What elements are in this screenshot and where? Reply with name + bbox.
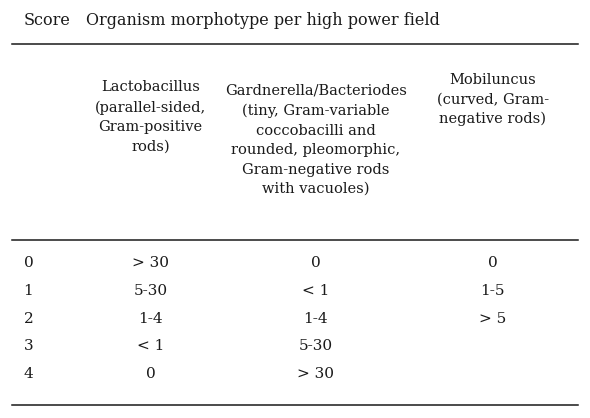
Text: 1-4: 1-4 bbox=[303, 311, 328, 326]
Text: < 1: < 1 bbox=[302, 284, 329, 298]
Text: 5-30: 5-30 bbox=[133, 284, 168, 298]
Text: 3: 3 bbox=[24, 339, 33, 353]
Text: Gardnerella/Bacteriodes
(tiny, Gram-variable
coccobacilli and
rounded, pleomorph: Gardnerella/Bacteriodes (tiny, Gram-vari… bbox=[225, 84, 407, 196]
Text: 0: 0 bbox=[146, 367, 155, 381]
Text: > 5: > 5 bbox=[479, 311, 506, 326]
Text: 0: 0 bbox=[488, 256, 497, 270]
Text: 1: 1 bbox=[24, 284, 34, 298]
Text: Lactobacillus
(parallel-sided,
Gram-positive
rods): Lactobacillus (parallel-sided, Gram-posi… bbox=[95, 81, 206, 153]
Text: > 30: > 30 bbox=[297, 367, 334, 381]
Text: 4: 4 bbox=[24, 367, 34, 381]
Text: Score: Score bbox=[24, 13, 70, 29]
Text: < 1: < 1 bbox=[137, 339, 164, 353]
Text: Organism morphotype per high power field: Organism morphotype per high power field bbox=[86, 13, 440, 29]
Text: 1-4: 1-4 bbox=[138, 311, 163, 326]
Text: 0: 0 bbox=[24, 256, 34, 270]
Text: 1-5: 1-5 bbox=[480, 284, 505, 298]
Text: > 30: > 30 bbox=[132, 256, 169, 270]
Text: 5-30: 5-30 bbox=[299, 339, 333, 353]
Text: 2: 2 bbox=[24, 311, 34, 326]
Text: 0: 0 bbox=[311, 256, 320, 270]
Text: Mobiluncus
(curved, Gram-
negative rods): Mobiluncus (curved, Gram- negative rods) bbox=[437, 73, 549, 126]
